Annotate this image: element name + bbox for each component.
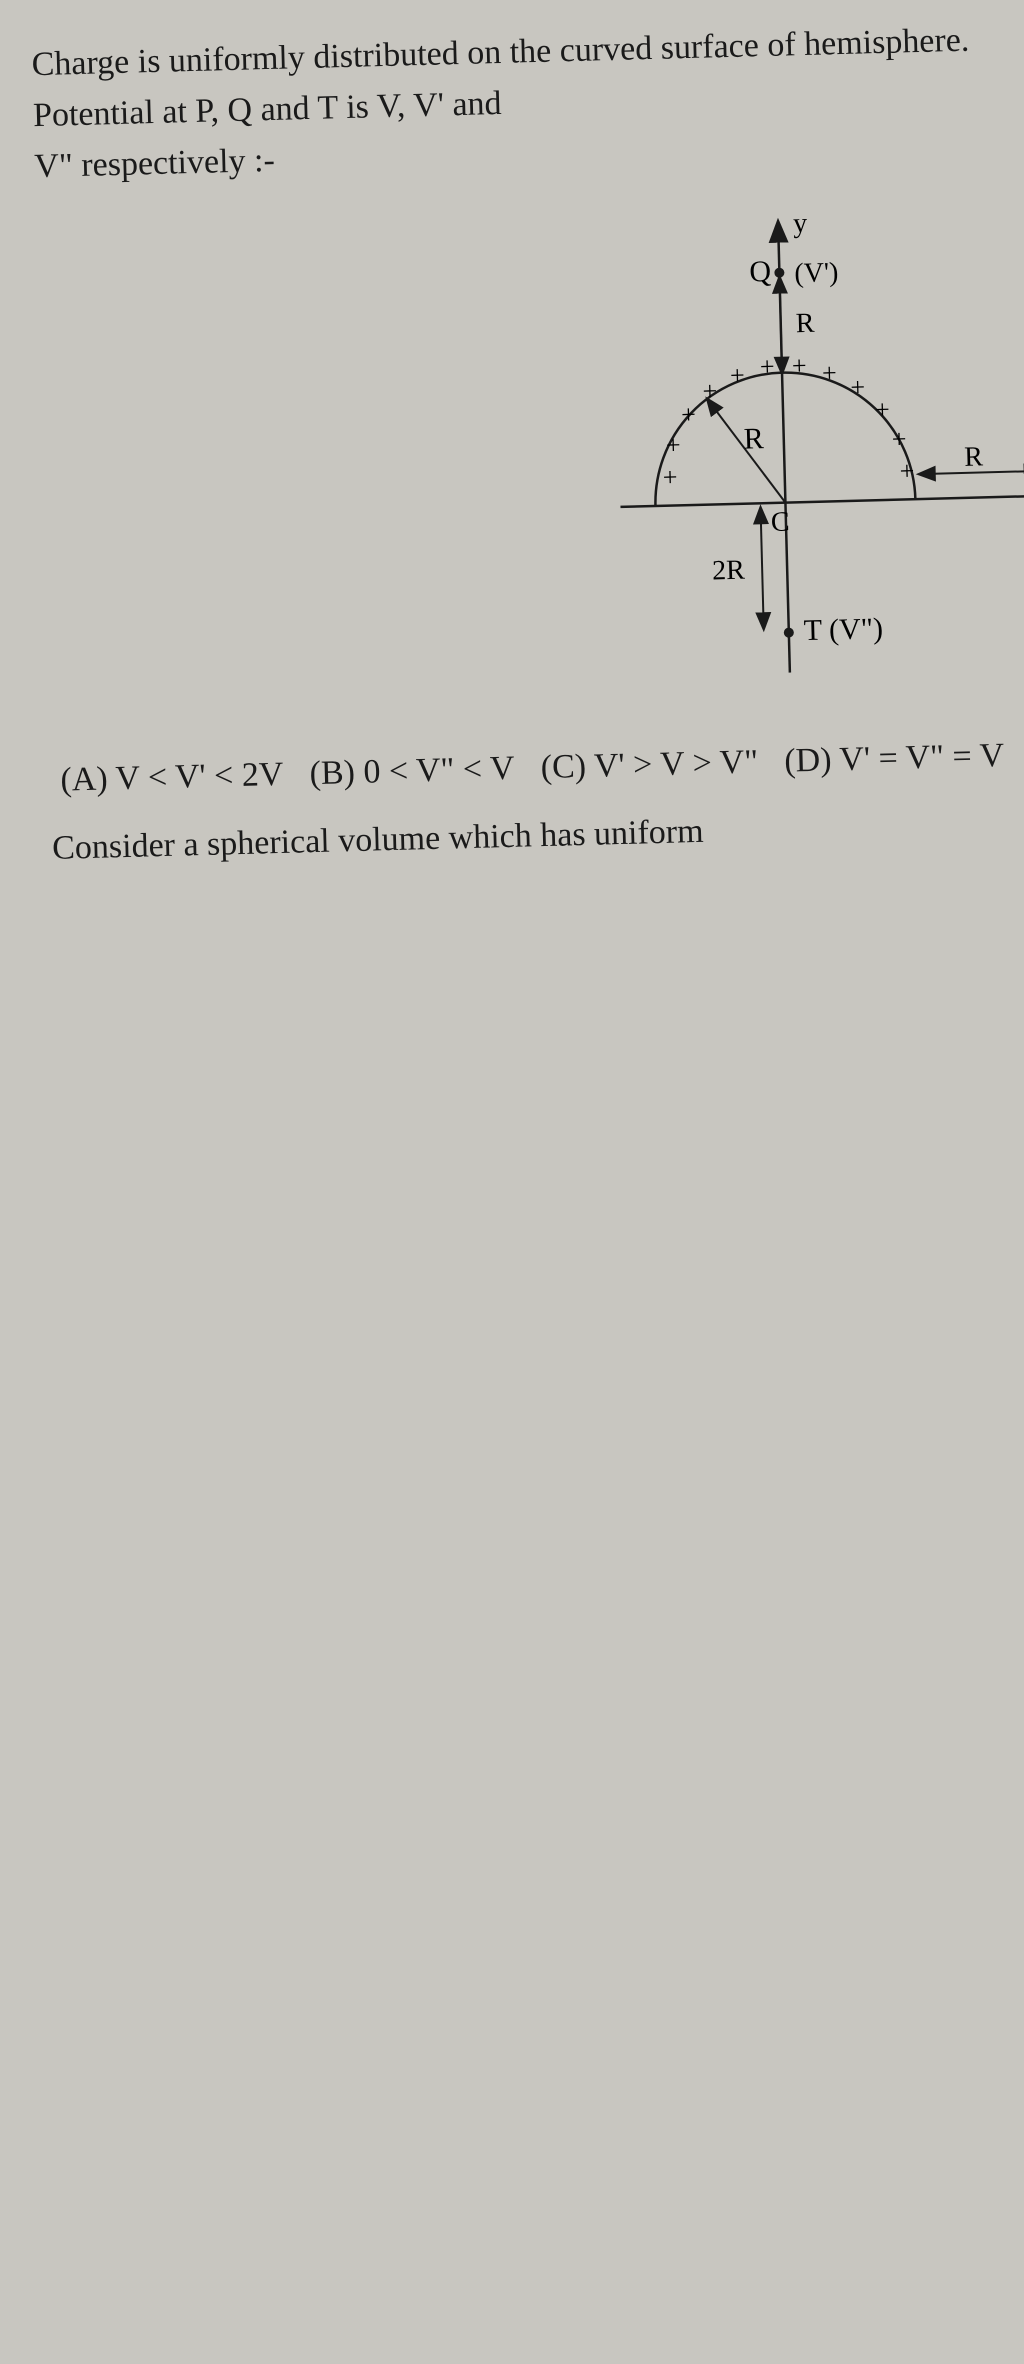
option-a: (A) V < V' < 2V (60, 756, 284, 800)
twor-arrow (761, 508, 764, 628)
option-c: (C) V' > V > V" (540, 743, 758, 787)
point-t (784, 627, 794, 637)
plus-icon: + (759, 352, 774, 381)
r-top-arrow (780, 278, 782, 373)
hemisphere-diagram: + + + + + + + + + + + + y x Q (V') R R (376, 188, 1024, 713)
plus-icon: + (666, 430, 681, 459)
question-line1: Charge is uniformly distributed on the c… (31, 22, 970, 135)
r-top-label: R (795, 308, 815, 339)
plus-icon: + (681, 400, 696, 429)
plus-icon: + (850, 372, 865, 401)
diagram-svg: + + + + + + + + + + + + y x Q (V') R R (598, 194, 1024, 707)
y-axis-label: y (793, 208, 808, 239)
point-q (774, 268, 784, 278)
c-label: C (771, 507, 790, 538)
t-label: T (V") (803, 612, 883, 647)
plus-icon: + (791, 351, 806, 380)
plus-icon: + (875, 395, 890, 424)
twor-label: 2R (712, 555, 746, 587)
r-inside-label: R (743, 422, 764, 456)
plus-icon: + (899, 456, 914, 485)
option-d: (D) V' = V" = V (784, 737, 1005, 781)
question-line2: V" respectively :- (34, 142, 275, 185)
followup-text: Consider a spherical volume which has un… (52, 805, 1017, 868)
vprime-label: (V') (794, 257, 839, 289)
option-b: (B) 0 < V" < V (309, 750, 515, 793)
plus-icon: + (730, 361, 745, 390)
plus-icon: + (891, 424, 906, 453)
q-label: Q (749, 255, 772, 289)
plus-icon: + (662, 462, 677, 491)
x-axis (620, 495, 1024, 507)
plus-icon: + (822, 358, 837, 387)
options-row: (A) V < V' < 2V (B) 0 < V" < V (C) V' > … (50, 737, 1015, 800)
r-right-label: R (964, 441, 984, 472)
